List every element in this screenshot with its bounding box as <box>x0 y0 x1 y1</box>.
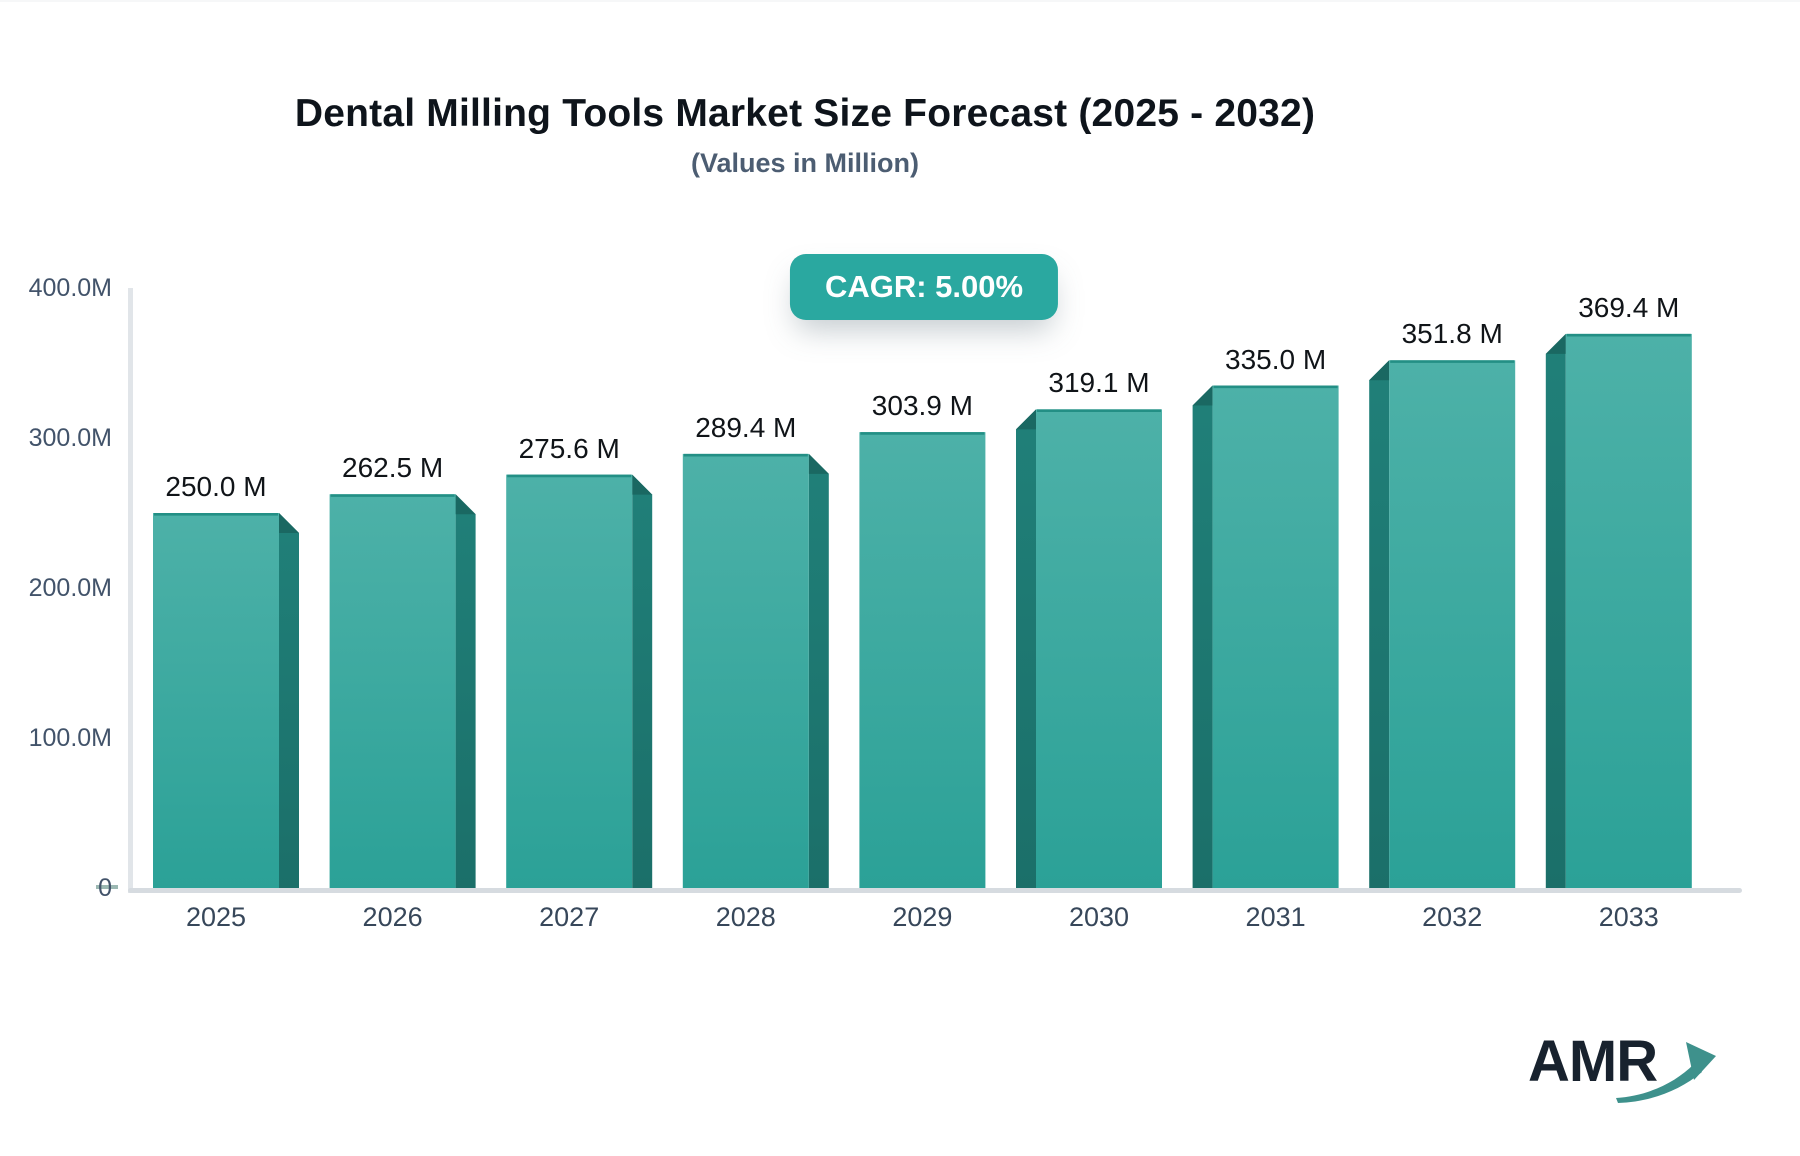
bar-2026[interactable] <box>329 494 476 889</box>
bars-group <box>153 333 1692 890</box>
x-tick-label: 2033 <box>1598 902 1659 932</box>
bar-front-face[interactable] <box>329 494 456 889</box>
y-tick-label: 300.0M <box>28 424 112 452</box>
bar-2029[interactable] <box>859 432 986 889</box>
bar-value-label: 289.4 M <box>695 411 797 443</box>
bar-front-face[interactable] <box>682 453 809 889</box>
growth-arrow-icon <box>1616 1042 1716 1103</box>
bar-value-label: 369.4 M <box>1578 291 1680 323</box>
bar-front-face[interactable] <box>1389 360 1516 889</box>
bar-2027[interactable] <box>506 474 653 889</box>
chart-subtitle: (Values in Million) <box>690 148 920 178</box>
bar-front-face[interactable] <box>506 474 633 889</box>
y-tick-label: 400.0M <box>28 274 112 302</box>
x-tick-label: 2030 <box>1068 902 1130 932</box>
y-axis-line <box>128 288 133 893</box>
bar-front-face[interactable] <box>1212 385 1339 890</box>
bar-value-label: 351.8 M <box>1401 318 1503 350</box>
bar-2033[interactable] <box>1545 333 1692 889</box>
amr-logo-text: AMR <box>1528 1029 1658 1094</box>
bar-value-label: 303.9 M <box>871 390 973 422</box>
x-tick-label: 2027 <box>539 902 600 932</box>
bar-front-face[interactable] <box>1565 333 1692 889</box>
x-tick-label: 2029 <box>892 902 953 932</box>
top-hairline <box>0 0 1800 2</box>
bar-front-face[interactable] <box>859 432 986 889</box>
bar-2031[interactable] <box>1192 385 1339 890</box>
cagr-badge: CAGR: 5.00% <box>789 254 1059 320</box>
bar-value-label: 262.5 M <box>342 452 444 484</box>
y-tick-label: 200.0M <box>28 574 112 602</box>
zero-tick-mark <box>96 885 118 889</box>
bar-2028[interactable] <box>682 453 829 889</box>
x-tick-label: 2032 <box>1422 902 1483 932</box>
x-axis-line <box>128 888 1742 893</box>
bar-value-label: 250.0 M <box>165 471 267 502</box>
x-tick-label: 2028 <box>715 902 776 932</box>
x-tick-label: 2025 <box>185 902 247 932</box>
amr-logo: AMR <box>1528 1030 1718 1110</box>
bar-value-label: 335.0 M <box>1225 343 1327 375</box>
bar-2030[interactable] <box>1016 409 1162 889</box>
bar-front-face[interactable] <box>153 513 279 889</box>
y-tick-label: 100.0M <box>28 724 112 752</box>
page-title: Dental Milling Tools Market Size Forecas… <box>294 92 1316 135</box>
bar-value-label: 319.1 M <box>1048 367 1150 399</box>
x-tick-label: 2026 <box>362 902 423 932</box>
bar-2032[interactable] <box>1369 360 1516 889</box>
x-tick-label: 2031 <box>1245 902 1306 932</box>
y-tick-label: 0 <box>98 874 112 902</box>
bar-2025[interactable] <box>153 512 299 889</box>
bar-front-face[interactable] <box>1036 409 1162 889</box>
bar-value-label: 275.6 M <box>518 432 620 464</box>
